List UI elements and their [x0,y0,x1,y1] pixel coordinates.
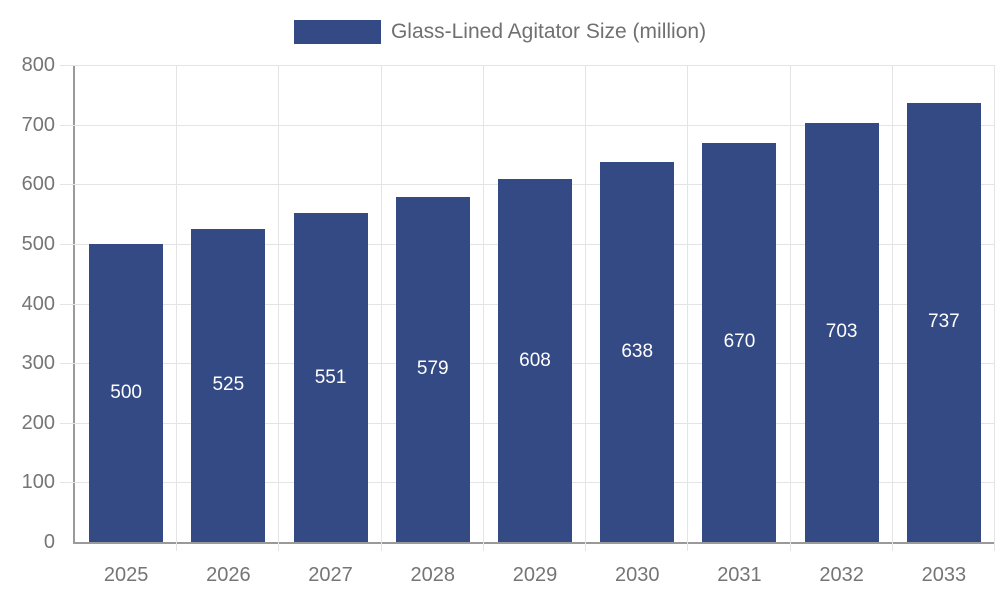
h-gridline [60,65,995,66]
bar[interactable]: 670 [702,142,777,542]
v-gridline [278,65,280,551]
y-axis-label: 700 [21,113,55,136]
v-gridline [176,65,178,551]
bar[interactable]: 525 [191,228,266,542]
plot-area: 0 100 200 300 400 500 600 700 800 500 525 551 579 608… [22,54,995,586]
y-axis-label: 600 [21,173,55,196]
bar-value-label: 500 [110,381,142,403]
legend-swatch [293,20,381,44]
bar-value-label: 670 [723,331,756,353]
h-gridline [60,124,995,126]
bar-value-label: 608 [519,349,551,371]
y-axis-label: 200 [21,411,55,434]
bar[interactable]: 579 [395,196,470,542]
x-axis-label: 2031 [717,564,762,586]
v-gridline [482,65,484,551]
legend-label: Glass-Lined Agitator Size (million) [390,20,707,43]
y-axis-label: 0 [43,531,55,553]
y-axis-label: 500 [21,232,55,255]
bar[interactable]: 737 [906,102,981,542]
x-axis-label: 2025 [103,564,149,586]
y-axis-label: 100 [21,471,55,494]
bar[interactable]: 551 [293,213,368,542]
bar[interactable]: 608 [498,179,572,542]
v-gridline [994,65,995,551]
bar-value-label: 551 [314,366,347,388]
x-axis-label: 2030 [614,564,660,586]
x-axis-label: 2033 [921,564,967,586]
v-gridline [585,65,587,551]
legend: Glass-Lined Agitator Size (million) [0,20,1000,44]
v-gridline [380,65,382,551]
bar-value-label: 579 [416,358,449,380]
legend-item[interactable]: Glass-Lined Agitator Size (million) [293,20,707,44]
bar-value-label: 737 [928,311,960,333]
bar-value-label: 638 [621,340,654,362]
v-gridline [687,65,689,551]
bar[interactable]: 500 [89,243,164,542]
bar[interactable]: 703 [804,122,879,542]
bar[interactable]: 638 [600,161,675,542]
x-axis-label: 2029 [512,564,558,586]
x-axis-label: 2026 [206,564,251,586]
x-axis-label: 2027 [308,564,353,586]
x-axis-label: 2028 [410,564,456,586]
bar-value-label: 525 [212,374,245,396]
v-gridline [789,65,791,551]
y-axis-label: 300 [21,352,55,375]
bar-value-label: 703 [825,321,858,343]
y-axis-label: 400 [21,292,55,315]
v-gridline [891,65,893,551]
y-axis-label: 800 [21,54,55,76]
x-axis-label: 2032 [819,564,864,586]
